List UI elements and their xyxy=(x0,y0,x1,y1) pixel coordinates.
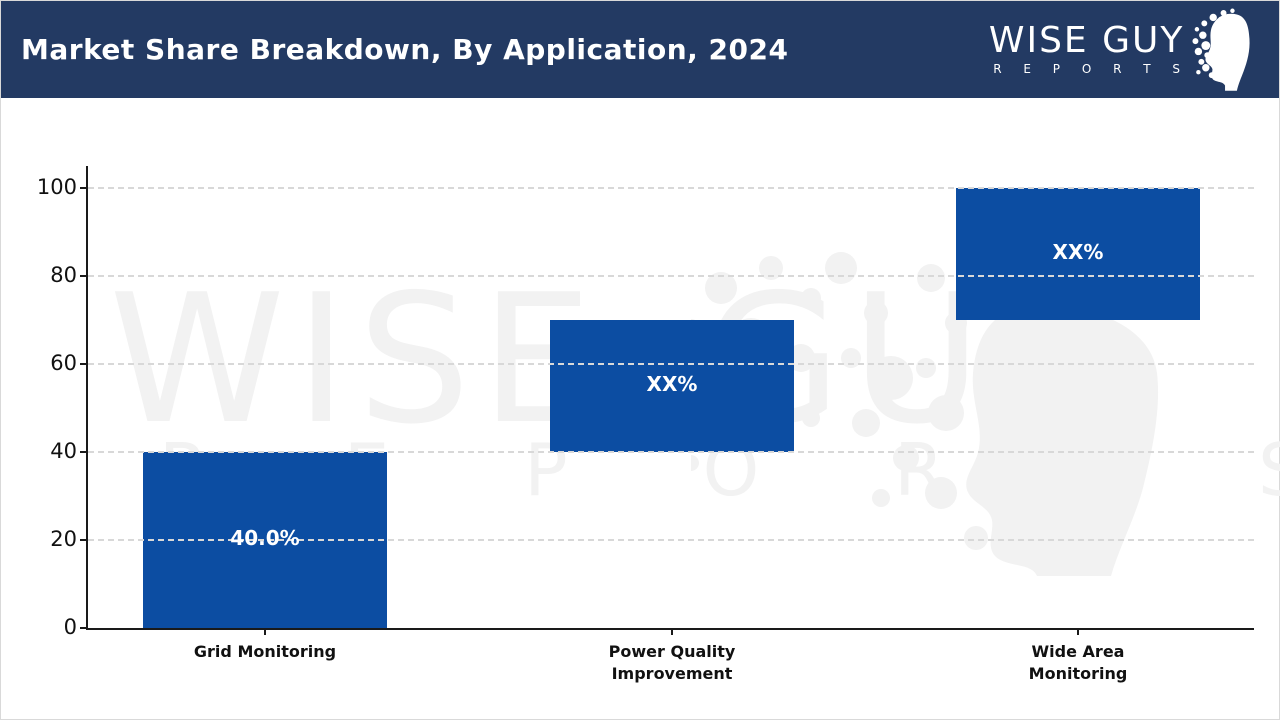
x-tick-mark xyxy=(1077,628,1079,635)
x-category-label: Power Quality Improvement xyxy=(608,642,736,683)
y-tick-label: 100 xyxy=(36,175,77,199)
gridline xyxy=(88,275,1254,277)
y-tick-label: 80 xyxy=(50,263,77,287)
bar-value-label: XX% xyxy=(646,372,698,396)
gridline xyxy=(88,451,1254,453)
y-tick-mark xyxy=(80,451,88,453)
logo-subtext: R E P O R T S xyxy=(993,62,1189,76)
wiseguy-face-icon xyxy=(1192,8,1250,91)
gridline xyxy=(88,539,1254,541)
wiseguy-logo: WISE GUY R E P O R T S xyxy=(984,8,1265,92)
x-category-label: Wide Area Monitoring xyxy=(1028,642,1128,683)
bar-value-label: 40.0% xyxy=(230,526,300,550)
bar-segment xyxy=(956,188,1200,320)
y-tick-label: 0 xyxy=(63,615,77,639)
plot-area: 40.0% XX% XX% 0 20 40 60 80 100 Grid Monitoring Po… xyxy=(1,98,1279,719)
header: Market Share Breakdown, By Application, … xyxy=(1,1,1279,98)
chart-title: Market Share Breakdown, By Application, … xyxy=(21,33,789,66)
logo-text: WISE GUY R E P O R T S xyxy=(984,20,1189,77)
logo-wordmark: WISE GUY xyxy=(988,20,1185,61)
y-tick-mark xyxy=(80,275,88,277)
market-share-chart: WISE GUY R E P O R T S 40.0% XX% XX% 0 20 40 6… xyxy=(1,98,1280,719)
x-category-label: Grid Monitoring xyxy=(193,642,337,661)
y-tick-mark xyxy=(80,363,88,365)
bar-value-label: XX% xyxy=(1052,240,1104,264)
y-tick-label: 60 xyxy=(50,351,77,375)
x-tick-mark xyxy=(264,628,266,635)
y-tick-mark xyxy=(80,187,88,189)
gridline xyxy=(88,187,1254,189)
y-tick-mark xyxy=(80,627,88,629)
x-tick-mark xyxy=(671,628,673,635)
y-axis-line xyxy=(86,166,88,630)
y-tick-label: 20 xyxy=(50,527,77,551)
y-tick-label: 40 xyxy=(50,439,77,463)
y-tick-mark xyxy=(80,539,88,541)
gridline xyxy=(88,363,1254,365)
x-axis-line xyxy=(86,628,1254,630)
